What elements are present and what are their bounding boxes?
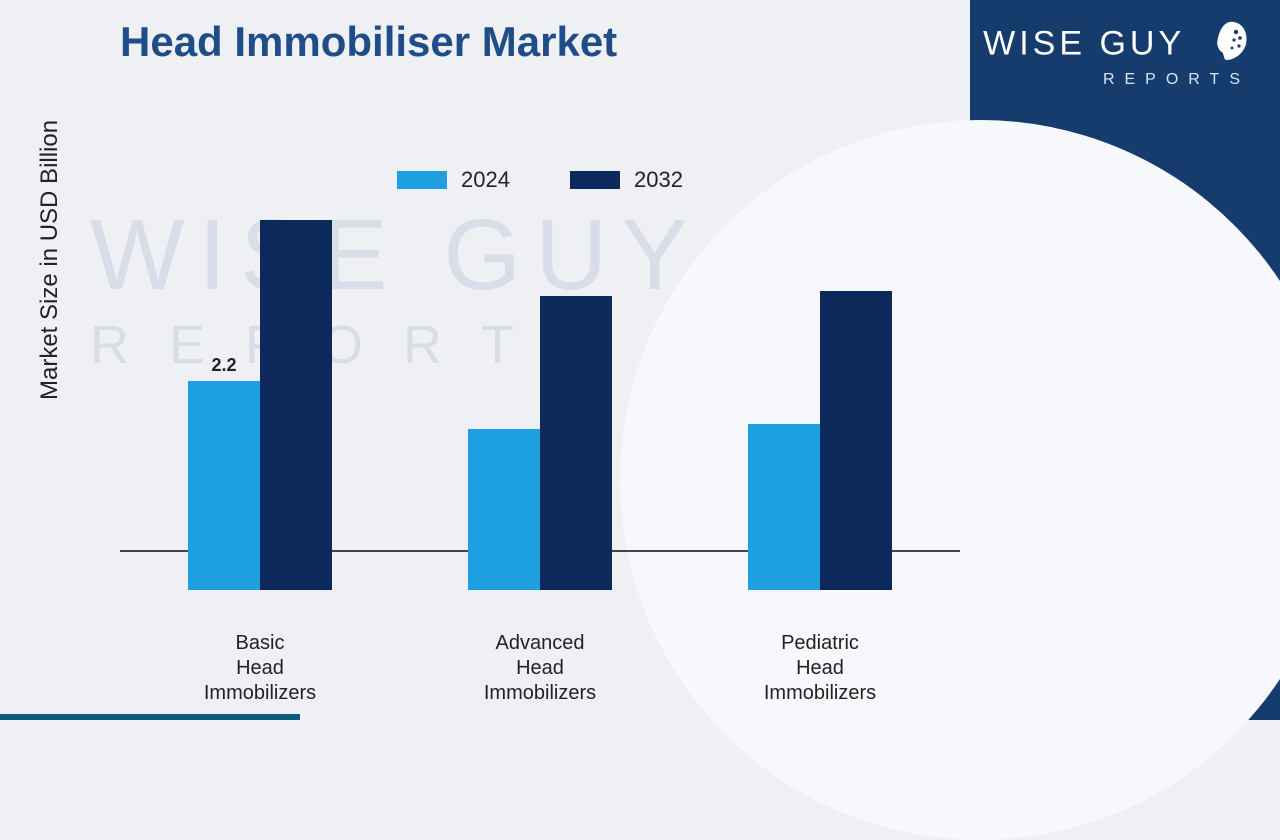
bar: 2.2 [188,381,260,590]
chart-area: 20242032 2.2 BasicHeadImmobilizersAdvanc… [120,170,960,630]
legend-label: 2032 [634,167,683,193]
x-axis-category-label: AdvancedHeadImmobilizers [430,631,650,706]
bar-group [430,210,650,590]
y-axis-label: Market Size in USD Billion [36,120,64,400]
bar [468,429,540,591]
page-title: Head Immobiliser Market [120,18,617,66]
bar-value-label: 2.2 [188,355,260,376]
bar [748,424,820,590]
bar [540,296,612,591]
chart-plot: 2.2 [120,210,960,590]
x-axis-labels: BasicHeadImmobilizers AdvancedHeadImmobil… [120,631,960,706]
logo-line1: WISE GUY [983,24,1184,62]
legend-swatch-icon [397,171,447,189]
brand-logo: WISE GUY REPORTS [983,18,1250,89]
logo-line2: REPORTS [983,71,1250,89]
x-axis-category-label: PediatricHeadImmobilizers [710,631,930,706]
x-axis-category-label: BasicHeadImmobilizers [150,631,370,706]
legend-item-2032: 2032 [570,167,683,193]
bar-group [710,210,930,590]
legend-label: 2024 [461,167,510,193]
bar [820,291,892,590]
legend-swatch-icon [570,171,620,189]
head-profile-icon [1204,18,1250,73]
bar-group: 2.2 [150,210,370,590]
bar [260,220,332,591]
chart-legend: 2024 2032 [120,160,960,200]
legend-item-2024: 2024 [397,167,510,193]
bottom-accent-strip [0,714,300,720]
